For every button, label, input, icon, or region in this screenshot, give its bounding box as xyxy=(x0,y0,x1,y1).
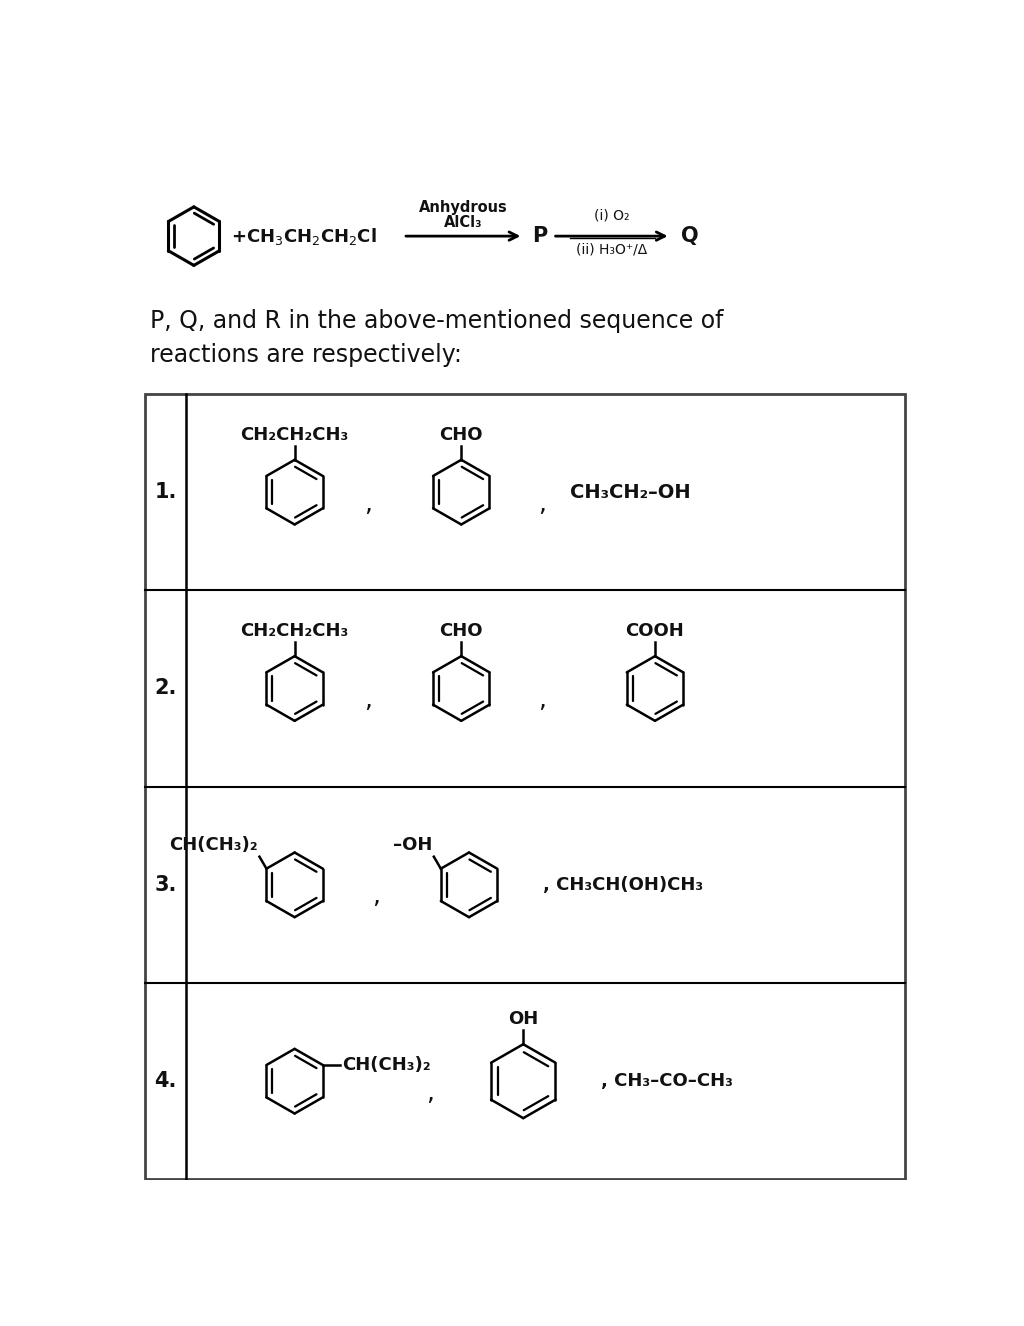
Text: 3.: 3. xyxy=(155,875,177,895)
Text: ,: , xyxy=(539,688,547,712)
Text: P, Q, and R in the above-mentioned sequence of
reactions are respectively:: P, Q, and R in the above-mentioned seque… xyxy=(150,309,723,367)
Text: CH(CH₃)₂: CH(CH₃)₂ xyxy=(342,1055,431,1074)
Text: (ii) H₃O⁺/Δ: (ii) H₃O⁺/Δ xyxy=(575,243,647,256)
Text: AlCl₃: AlCl₃ xyxy=(443,215,482,229)
Text: CH₂CH₂CH₃: CH₂CH₂CH₃ xyxy=(241,622,349,640)
Text: CH₃CH₂–OH: CH₃CH₂–OH xyxy=(569,483,690,501)
Text: +CH$_3$CH$_2$CH$_2$Cl: +CH$_3$CH$_2$CH$_2$Cl xyxy=(231,225,377,247)
Text: Anhydrous: Anhydrous xyxy=(419,199,507,215)
Text: CHO: CHO xyxy=(439,426,483,444)
Bar xyxy=(145,394,904,1179)
Text: ,: , xyxy=(365,492,373,516)
Text: 4.: 4. xyxy=(155,1071,177,1091)
Text: CHO: CHO xyxy=(439,622,483,640)
Text: –OH: –OH xyxy=(393,837,432,854)
Text: 1.: 1. xyxy=(155,483,177,503)
Text: , CH₃CH(OH)CH₃: , CH₃CH(OH)CH₃ xyxy=(543,876,702,894)
Text: COOH: COOH xyxy=(626,622,684,640)
Text: P: P xyxy=(532,227,548,247)
Text: ,: , xyxy=(372,884,380,908)
Text: ,: , xyxy=(365,688,373,712)
Text: 2.: 2. xyxy=(155,679,177,699)
Text: Q: Q xyxy=(681,227,698,247)
Text: ,: , xyxy=(539,492,547,516)
Text: (i) O₂: (i) O₂ xyxy=(594,208,630,223)
Text: CH₂CH₂CH₃: CH₂CH₂CH₃ xyxy=(241,426,349,444)
Text: , CH₃–CO–CH₃: , CH₃–CO–CH₃ xyxy=(601,1073,732,1090)
Text: CH(CH₃)₂: CH(CH₃)₂ xyxy=(169,837,258,854)
Text: ,: , xyxy=(426,1081,434,1105)
Text: OH: OH xyxy=(508,1010,539,1028)
